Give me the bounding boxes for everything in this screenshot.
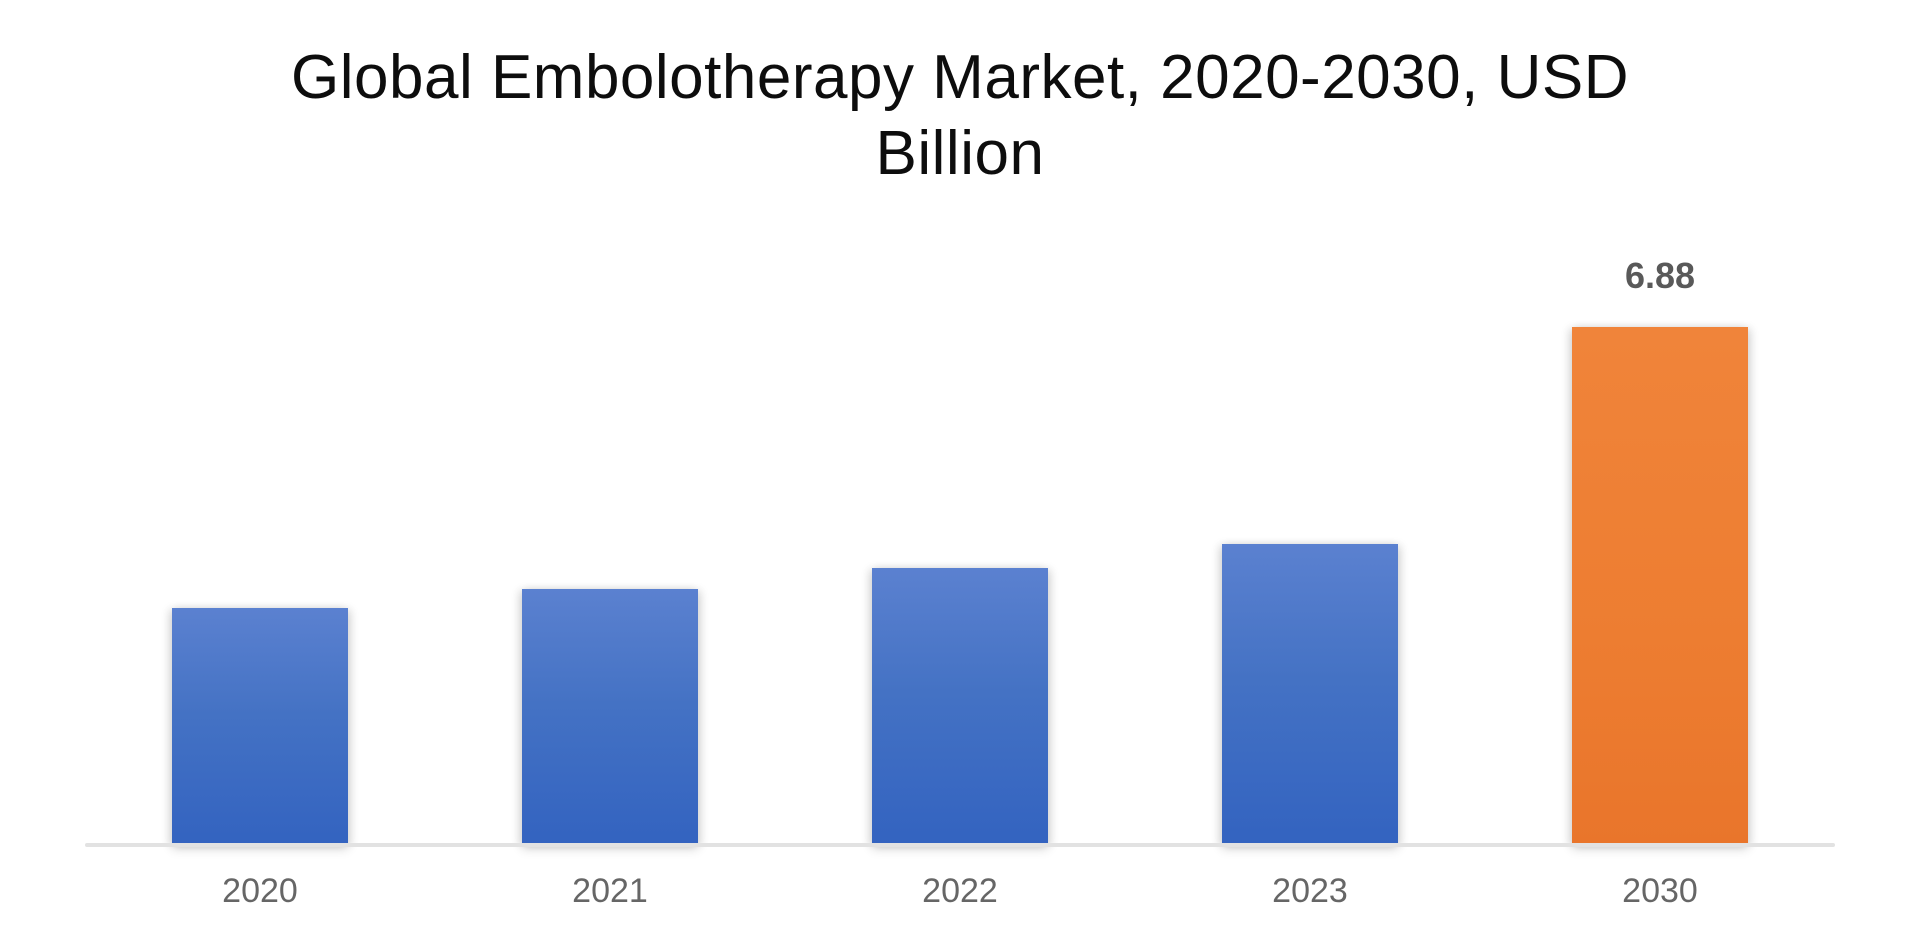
chart-title: Global Embolotherapy Market, 2020-2030, …	[0, 40, 1920, 192]
bar-2022	[872, 568, 1048, 845]
bar-2023	[1222, 544, 1398, 845]
data-label-2030: 6.88	[1624, 255, 1696, 296]
chart-title-line-2: Billion	[875, 119, 1045, 188]
plot-area: 6.88 2020 2021 2022 2023 2030	[85, 0, 1835, 910]
chart-title-line-1: Global Embolotherapy Market, 2020-2030, …	[291, 43, 1629, 112]
bar-2021	[522, 589, 698, 845]
bar-2020	[172, 608, 348, 845]
x-tick-2021: 2021	[572, 872, 648, 910]
x-tick-2020: 2020	[222, 872, 298, 910]
x-axis-line	[85, 843, 1835, 847]
x-tick-2030: 2030	[1622, 872, 1698, 910]
x-tick-2023: 2023	[1272, 872, 1348, 910]
x-tick-2022: 2022	[922, 872, 998, 910]
bar-2030	[1572, 327, 1748, 845]
